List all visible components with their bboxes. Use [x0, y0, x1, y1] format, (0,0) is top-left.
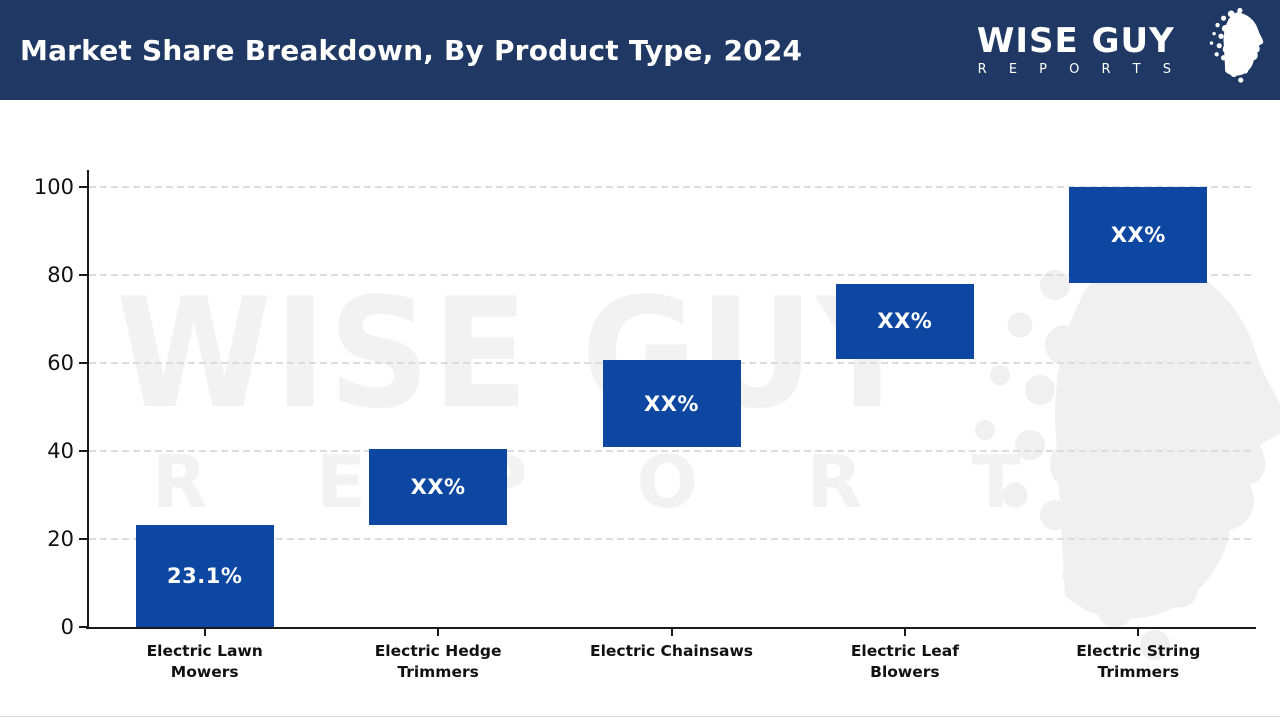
- bar-electric-hedge-trimmers: XX%: [369, 448, 508, 526]
- y-tick-label-60: 60: [47, 350, 74, 375]
- gridline-100: [89, 185, 1255, 188]
- bar-value-label: XX%: [877, 309, 933, 334]
- y-tick-label-0: 0: [60, 615, 74, 639]
- x-tick-electric-string-trimmers: [1137, 629, 1140, 636]
- x-tick-electric-hedge-trimmers: [437, 629, 440, 636]
- chart-area: WISE GUY R E P O R T S 0 20 40 60 80 100 23.1%…: [0, 100, 1280, 720]
- y-tick-label-20: 20: [47, 526, 74, 551]
- logo: WISE GUY R E P O R T S: [972, 7, 1270, 93]
- y-axis-line: [87, 170, 89, 629]
- bar-electric-chainsaws: XX%: [602, 360, 741, 448]
- logo-head-icon: [1184, 7, 1270, 93]
- footer-divider: [0, 716, 1280, 720]
- gridline-20: [89, 537, 1255, 540]
- y-tick-label-100: 100: [33, 174, 74, 199]
- y-tick-100: [79, 185, 88, 188]
- bar-value-label: 23.1%: [167, 564, 243, 589]
- x-tick-electric-lawn-mowers: [203, 629, 206, 636]
- x-category-label-electric-string-trimmers: Electric String Trimmers: [1076, 642, 1201, 681]
- y-tick-label-80: 80: [47, 262, 74, 287]
- bar-value-label: XX%: [410, 474, 466, 499]
- x-axis-line: [86, 627, 1256, 629]
- x-category-label-electric-hedge-trimmers: Electric Hedge Trimmers: [374, 642, 502, 681]
- bar-electric-string-trimmers: XX%: [1069, 187, 1208, 283]
- logo-wordmark: WISE GUY: [976, 21, 1175, 61]
- x-category-label-electric-lawn-mowers: Electric Lawn Mowers: [146, 642, 263, 681]
- y-tick-label-40: 40: [47, 438, 74, 463]
- bar-value-label: XX%: [644, 391, 699, 416]
- y-tick-80: [79, 273, 88, 276]
- plot-area: 0 20 40 60 80 100 23.1% Electric Lawn Mowers XX%…: [0, 100, 1280, 720]
- page-title: Market Share Breakdown, By Product Type,…: [20, 33, 803, 67]
- x-tick-electric-chainsaws: [670, 629, 673, 636]
- bar-electric-leaf-blowers: XX%: [835, 283, 974, 359]
- gridline-80: [89, 273, 1255, 276]
- x-category-label-electric-leaf-blowers: Electric Leaf Blowers: [850, 642, 959, 681]
- header: Market Share Breakdown, By Product Type,…: [0, 0, 1280, 100]
- x-tick-electric-leaf-blowers: [903, 629, 906, 636]
- bar-electric-lawn-mowers: 23.1%: [135, 525, 274, 627]
- y-tick-60: [79, 361, 88, 364]
- y-tick-20: [79, 537, 88, 540]
- x-category-label-electric-chainsaws: Electric Chainsaws: [590, 642, 753, 660]
- gridline-40: [89, 449, 1255, 452]
- bar-value-label: XX%: [1110, 223, 1166, 248]
- y-tick-40: [79, 449, 88, 452]
- logo-text: WISE GUY R E P O R T S: [972, 24, 1180, 76]
- logo-subtitle: R E P O R T S: [977, 62, 1180, 77]
- y-tick-0: [79, 626, 88, 628]
